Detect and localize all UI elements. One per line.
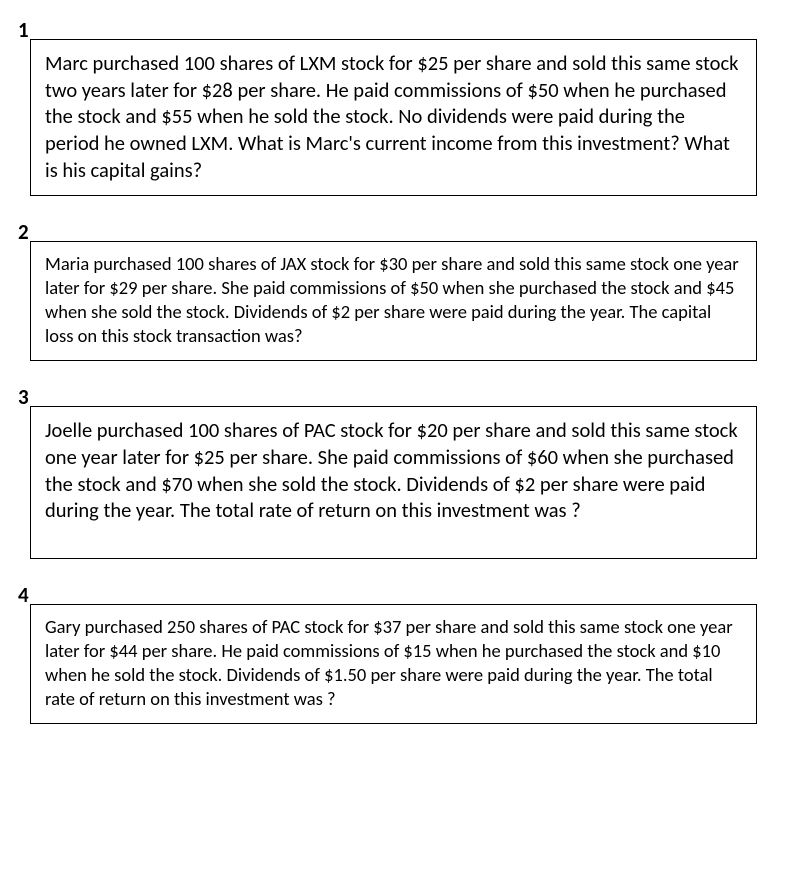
question-block: 3 Joelle purchased 100 shares of PAC stoc… — [18, 387, 757, 559]
question-box: Gary purchased 250 shares of PAC stock f… — [30, 604, 757, 724]
question-number: 1 — [18, 20, 757, 41]
question-block: 2 Maria purchased 100 shares of JAX stock… — [18, 222, 757, 361]
question-text: Gary purchased 250 shares of PAC stock f… — [45, 615, 742, 711]
question-text: Joelle purchased 100 shares of PAC stock… — [45, 417, 742, 524]
question-box: Maria purchased 100 shares of JAX stock … — [30, 241, 757, 361]
question-block: 4 Gary purchased 250 shares of PAC stock … — [18, 585, 757, 724]
question-box: Joelle purchased 100 shares of PAC stock… — [30, 406, 757, 559]
question-text: Marc purchased 100 shares of LXM stock f… — [45, 50, 742, 183]
questions-container: 1 Marc purchased 100 shares of LXM stock … — [18, 20, 757, 724]
question-number: 2 — [18, 222, 757, 243]
question-box: Marc purchased 100 shares of LXM stock f… — [30, 39, 757, 196]
question-block: 1 Marc purchased 100 shares of LXM stock … — [18, 20, 757, 196]
question-text: Maria purchased 100 shares of JAX stock … — [45, 252, 742, 348]
question-number: 3 — [18, 387, 757, 408]
question-number: 4 — [18, 585, 757, 606]
